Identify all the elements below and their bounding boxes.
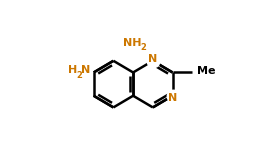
Text: H: H <box>68 65 77 75</box>
Text: N: N <box>168 93 177 103</box>
Text: NH: NH <box>123 38 141 48</box>
Text: N: N <box>81 65 90 75</box>
Text: 2: 2 <box>140 43 146 52</box>
Text: N: N <box>148 54 157 64</box>
Text: Me: Me <box>197 66 216 76</box>
Text: 2: 2 <box>76 71 82 80</box>
